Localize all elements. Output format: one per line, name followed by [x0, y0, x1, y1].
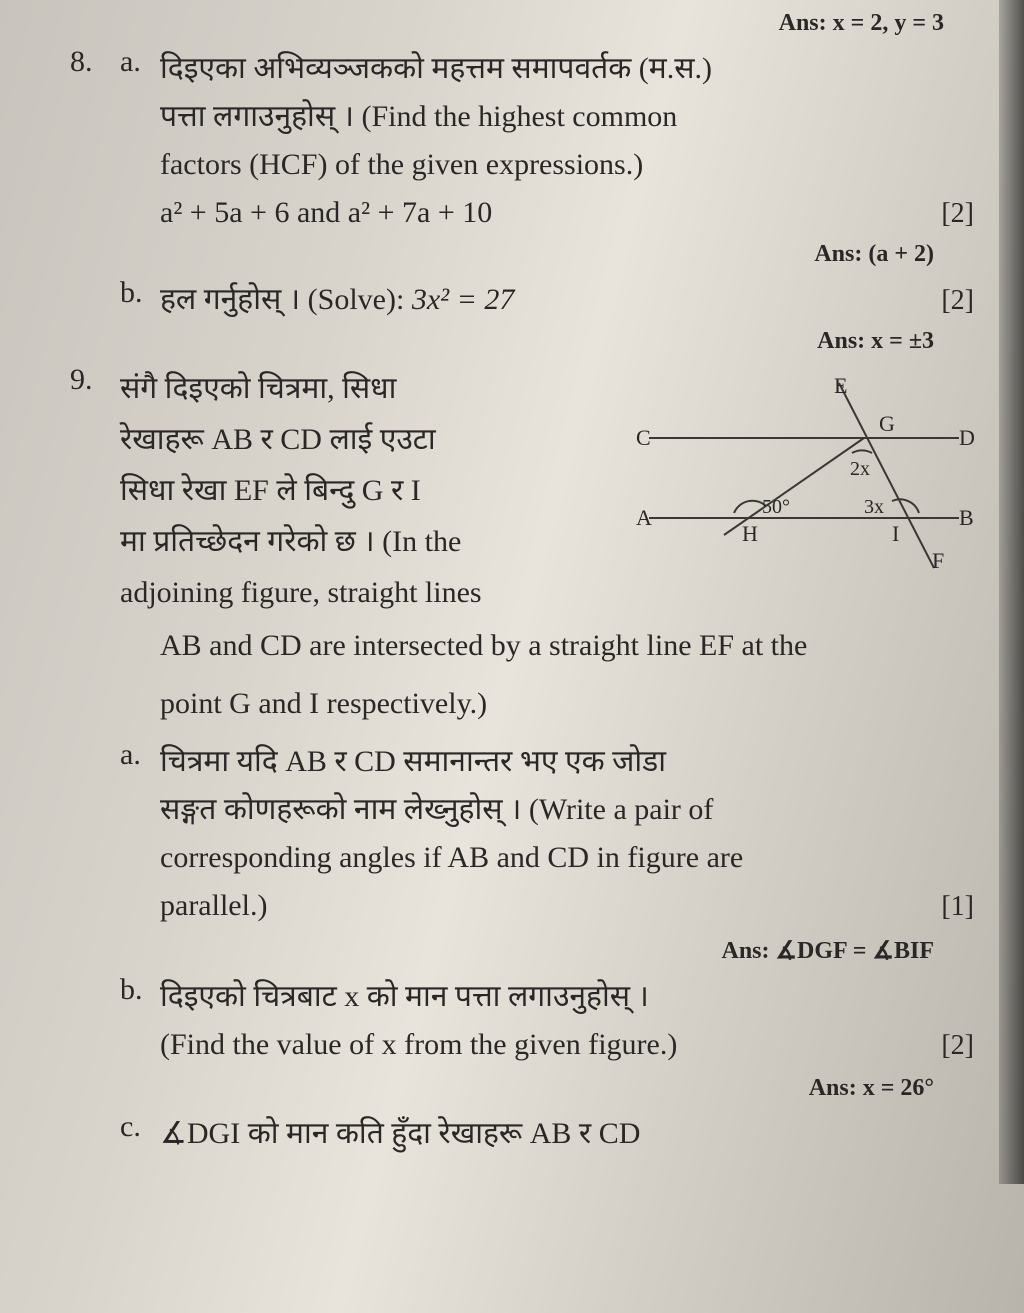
- sub-label: c.: [120, 1110, 160, 1144]
- text-line: चित्रमा यदि AB र CD समानान्तर भए एक जोडा: [160, 738, 974, 786]
- diagram-label-B: B: [959, 505, 974, 530]
- question-number: 9.: [70, 363, 120, 397]
- text-line: सङ्गत कोणहरूको नाम लेख्नुहोस् । (Write a…: [160, 786, 974, 834]
- question-body: ∡DGI को मान कति हुँदा रेखाहरू AB र CD: [160, 1110, 974, 1158]
- question-body: दिइएको चित्रबाट x को मान पत्ता लगाउनुहोस…: [160, 973, 974, 1069]
- math-expression: 3x² = 27: [412, 283, 515, 316]
- sub-label: a.: [120, 738, 160, 772]
- geometry-diagram: E G C D A B H I F 2x 50° 3x: [634, 373, 974, 573]
- sub-label: b.: [120, 973, 160, 1007]
- marks: [2]: [921, 192, 974, 237]
- diagram-label-I: I: [892, 521, 899, 546]
- diagram-label-C: C: [636, 425, 651, 450]
- question-9a: a. चित्रमा यदि AB र CD समानान्तर भए एक ज…: [120, 738, 974, 930]
- math-expression: a² + 5a + 6 and a² + 7a + 10: [160, 189, 492, 237]
- text-line: संगै दिइएको चित्रमा, सिधा: [120, 363, 624, 414]
- diagram-label-F: F: [932, 548, 944, 573]
- marks: [2]: [921, 1024, 974, 1069]
- text-line: दिइएका अभिव्यञ्जकको महत्तम समापवर्तक (म.…: [160, 45, 974, 93]
- text-line: corresponding angles if AB and CD in fig…: [160, 834, 974, 882]
- marks: [2]: [921, 279, 974, 324]
- answer-8b: Ans: x = ±3: [70, 328, 974, 355]
- question-8b: b. हल गर्नुहोस् । (Solve): 3x² = 27 [2]: [70, 276, 974, 324]
- sub-label: b.: [120, 276, 160, 310]
- text-line: ∡DGI को मान कति हुँदा रेखाहरू AB र CD: [160, 1110, 974, 1158]
- text-line: factors (HCF) of the given expressions.): [160, 141, 974, 189]
- text-line: मा प्रतिच्छेदन गरेको छ । (In the: [120, 516, 624, 567]
- text-line: रेखाहरू AB र CD लाई एउटा: [120, 414, 624, 465]
- question-9: 9. संगै दिइएको चित्रमा, सिधा रेखाहरू AB …: [70, 363, 974, 618]
- answer-8a: Ans: (a + 2): [70, 241, 974, 268]
- question-9b: b. दिइएको चित्रबाट x को मान पत्ता लगाउनु…: [120, 973, 974, 1069]
- diagram-label-H: H: [742, 521, 758, 546]
- diagram-label-D: D: [959, 425, 974, 450]
- answer-9b: Ans: x = 26°: [70, 1075, 974, 1102]
- question-8a: 8. a. दिइएका अभिव्यञ्जकको महत्तम समापवर्…: [70, 45, 974, 237]
- marks: [1]: [921, 885, 974, 930]
- text-line: दिइएको चित्रबाट x को मान पत्ता लगाउनुहोस…: [160, 973, 974, 1021]
- angle-50: 50°: [762, 496, 790, 518]
- sub-label: a.: [120, 45, 160, 79]
- text-line: पत्ता लगाउनुहोस् । (Find the highest com…: [160, 93, 974, 141]
- question-number: 8.: [70, 45, 120, 79]
- text-line: point G and I respectively.): [160, 680, 974, 728]
- angle-3x: 3x: [864, 496, 884, 518]
- text-line: सिधा रेखा EF ले बिन्दु G र I: [120, 465, 624, 516]
- diagram-label-E: E: [834, 373, 847, 398]
- question-body: चित्रमा यदि AB र CD समानान्तर भए एक जोडा…: [160, 738, 974, 930]
- diagram-label-G: G: [879, 411, 895, 436]
- prev-answer: Ans: x = 2, y = 3: [70, 10, 974, 37]
- angle-2x: 2x: [850, 458, 870, 480]
- question-body: दिइएका अभिव्यञ्जकको महत्तम समापवर्तक (म.…: [160, 45, 974, 237]
- text-line: adjoining figure, straight lines: [120, 567, 624, 618]
- question-9c: c. ∡DGI को मान कति हुँदा रेखाहरू AB र CD: [120, 1110, 974, 1158]
- answer-9a: Ans: ∡DGF = ∡BIF: [70, 936, 974, 965]
- diagram-label-A: A: [636, 505, 652, 530]
- text-line: (Find the value of x from the given figu…: [160, 1021, 677, 1069]
- textbook-page: Ans: x = 2, y = 3 8. a. दिइएका अभिव्यञ्ज…: [0, 0, 1024, 1184]
- text-line: parallel.): [160, 882, 267, 930]
- question-body: हल गर्नुहोस् । (Solve): 3x² = 27 [2]: [160, 276, 974, 324]
- expression-row: a² + 5a + 6 and a² + 7a + 10 [2]: [160, 189, 974, 237]
- text-line: AB and CD are intersected by a straight …: [160, 622, 974, 670]
- question-body: संगै दिइएको चित्रमा, सिधा रेखाहरू AB र C…: [120, 363, 624, 618]
